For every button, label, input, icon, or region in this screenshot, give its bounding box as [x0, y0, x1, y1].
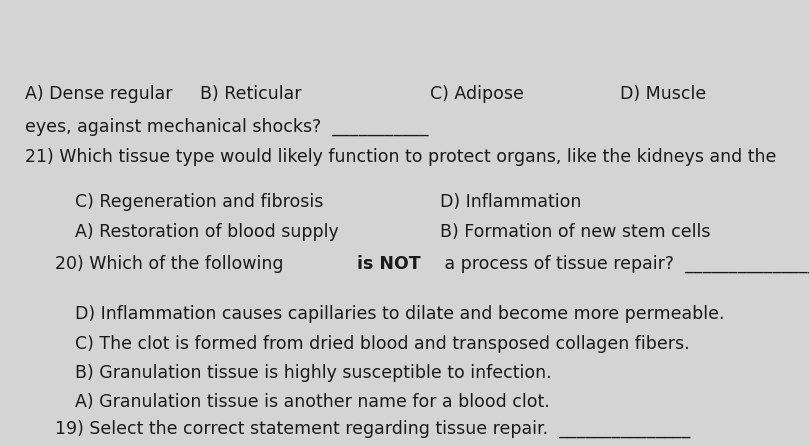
- Text: eyes, against mechanical shocks?  ___________: eyes, against mechanical shocks? _______…: [25, 118, 429, 136]
- Text: B) Formation of new stem cells: B) Formation of new stem cells: [440, 223, 710, 241]
- Text: 20) Which of the following: 20) Which of the following: [55, 255, 289, 273]
- Text: D) Inflammation causes capillaries to dilate and become more permeable.: D) Inflammation causes capillaries to di…: [75, 305, 725, 323]
- Text: A) Dense regular: A) Dense regular: [25, 85, 172, 103]
- Text: B) Reticular: B) Reticular: [200, 85, 302, 103]
- Text: a process of tissue repair?  _______________: a process of tissue repair? ____________…: [439, 255, 809, 273]
- Text: C) Adipose: C) Adipose: [430, 85, 524, 103]
- Text: B) Granulation tissue is highly susceptible to infection.: B) Granulation tissue is highly suscepti…: [75, 364, 552, 382]
- Text: is NOT: is NOT: [357, 255, 421, 273]
- Text: A) Granulation tissue is another name for a blood clot.: A) Granulation tissue is another name fo…: [75, 393, 550, 411]
- Text: C) The clot is formed from dried blood and transposed collagen fibers.: C) The clot is formed from dried blood a…: [75, 335, 689, 353]
- Text: 19) Select the correct statement regarding tissue repair.  _______________: 19) Select the correct statement regardi…: [55, 420, 690, 438]
- Text: 21) Which tissue type would likely function to protect organs, like the kidneys : 21) Which tissue type would likely funct…: [25, 148, 777, 166]
- Text: A) Restoration of blood supply: A) Restoration of blood supply: [75, 223, 339, 241]
- Text: C) Regeneration and fibrosis: C) Regeneration and fibrosis: [75, 193, 324, 211]
- Text: D) Inflammation: D) Inflammation: [440, 193, 582, 211]
- Text: D) Muscle: D) Muscle: [620, 85, 706, 103]
